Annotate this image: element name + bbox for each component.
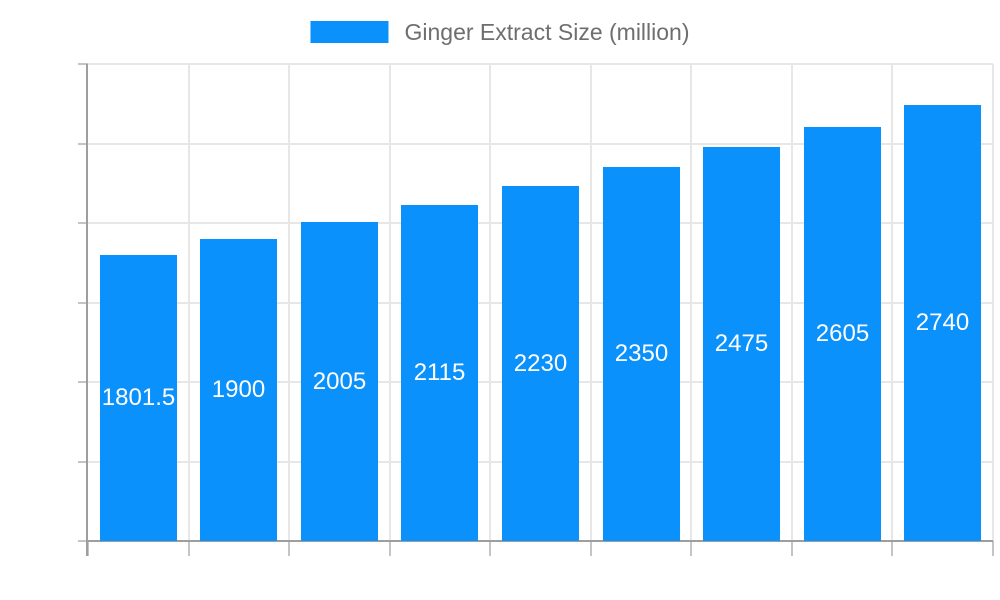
bar: 2230 xyxy=(502,186,579,541)
y-axis-tick-mark xyxy=(78,540,88,542)
bar: 2115 xyxy=(401,205,478,541)
bar-value-label: 2350 xyxy=(614,340,669,367)
bar-value-label: 2230 xyxy=(513,349,568,377)
chart-legend: Ginger Extract Size (million) xyxy=(310,19,690,45)
x-axis-tick-mark xyxy=(188,541,190,556)
y-axis-tick-mark xyxy=(78,302,88,304)
y-axis-line xyxy=(86,64,88,556)
legend-color-swatch xyxy=(310,21,389,43)
x-axis-tick-mark xyxy=(389,541,391,556)
bar-value-label: 2740 xyxy=(915,309,970,336)
bar: 2475 xyxy=(703,147,780,541)
x-axis-tick-mark xyxy=(590,541,592,556)
bar: 2350 xyxy=(603,167,680,541)
bar-value-label: 2605 xyxy=(815,320,870,347)
x-axis-tick-mark xyxy=(891,541,893,556)
x-axis-tick-mark xyxy=(791,541,793,556)
bar-value-label: 1801.5 xyxy=(101,384,176,411)
y-axis-tick-mark xyxy=(78,63,88,65)
x-axis-tick-mark xyxy=(992,541,994,556)
gridline-vertical xyxy=(389,64,391,541)
bar: 1801.5 xyxy=(100,255,177,541)
gridline-vertical xyxy=(288,64,290,541)
x-axis-tick-mark xyxy=(489,541,491,556)
bar: 2605 xyxy=(804,127,881,541)
bar: 2005 xyxy=(301,222,378,541)
x-axis-tick-mark xyxy=(87,541,89,556)
y-axis-tick-mark xyxy=(78,143,88,145)
gridline-horizontal xyxy=(88,143,993,145)
x-axis-tick-mark xyxy=(690,541,692,556)
y-axis-tick-mark xyxy=(78,381,88,383)
legend-series-label: Ginger Extract Size (million) xyxy=(404,19,690,45)
gridline-vertical xyxy=(791,64,793,541)
bar: 1900 xyxy=(200,239,277,541)
x-axis-line xyxy=(88,540,993,542)
x-axis-tick-mark xyxy=(288,541,290,556)
bar-value-label: 1900 xyxy=(211,376,266,403)
bar-value-label: 2115 xyxy=(413,359,466,386)
bar-value-label: 2005 xyxy=(312,367,367,395)
gridline-vertical xyxy=(590,64,592,541)
gridline-vertical xyxy=(188,64,190,541)
gridline-vertical xyxy=(690,64,692,541)
bar: 2740 xyxy=(904,105,981,541)
gridline-vertical xyxy=(891,64,893,541)
y-axis-tick-mark xyxy=(78,461,88,463)
gridline-vertical xyxy=(992,64,994,541)
bar-value-label: 2475 xyxy=(714,330,769,357)
gridline-horizontal xyxy=(88,63,993,65)
y-axis-tick-mark xyxy=(78,222,88,224)
gridline-vertical xyxy=(489,64,491,541)
